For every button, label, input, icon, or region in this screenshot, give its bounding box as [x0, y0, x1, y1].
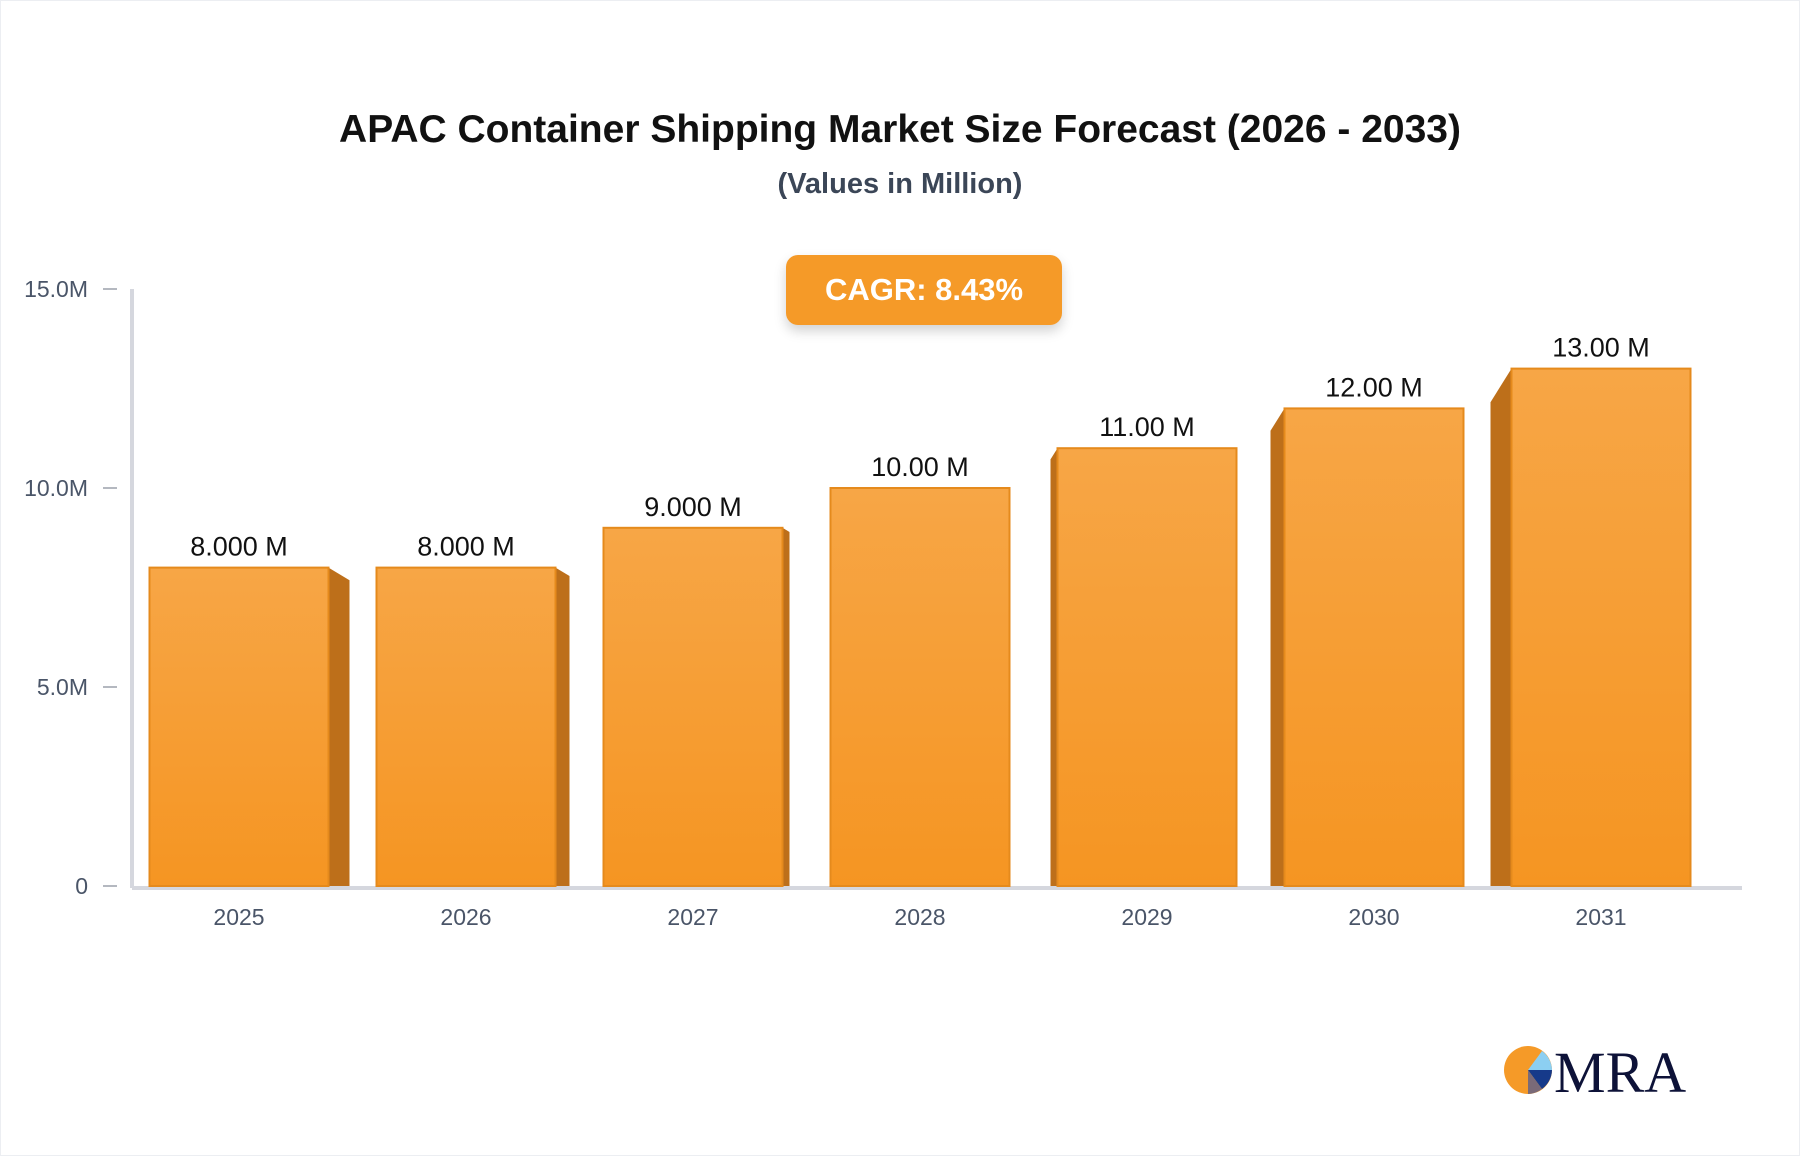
bar-side — [1270, 408, 1285, 886]
bar-side — [1050, 448, 1058, 886]
data-label: 13.00 M — [1552, 333, 1650, 363]
data-label: 8.000 M — [417, 532, 515, 562]
bar-2026 — [375, 566, 557, 887]
x-tick-label: 2028 — [894, 904, 945, 930]
bar-side — [1490, 368, 1512, 887]
x-tick-label: 2029 — [1121, 904, 1172, 930]
x-tick-label: 2027 — [667, 904, 718, 930]
data-label: 11.00 M — [1099, 412, 1195, 442]
x-tick-label: 2025 — [213, 904, 264, 930]
y-tick-label: 5.0M — [37, 674, 88, 700]
mra-logo: MRA — [1504, 1040, 1704, 1100]
bar-side — [328, 567, 350, 886]
bar-2031 — [1510, 367, 1692, 888]
x-tick-label: 2026 — [440, 904, 491, 930]
bar-2030 — [1283, 407, 1465, 887]
x-tick-label: 2031 — [1575, 904, 1626, 930]
bar-2025 — [148, 566, 330, 887]
y-tick-label: 10.0M — [24, 475, 88, 501]
chart-title: APAC Container Shipping Market Size Fore… — [339, 108, 1461, 151]
data-label: 8.000 M — [190, 532, 288, 562]
y-tick-label: 15.0M — [24, 276, 88, 302]
cagr-badge: CAGR: 8.43% — [786, 255, 1062, 325]
y-tick-label: 0 — [75, 873, 88, 899]
bar-2029 — [1056, 447, 1238, 887]
bar-side — [782, 527, 790, 886]
x-tick-label: 2030 — [1348, 904, 1399, 930]
bar-2027 — [602, 526, 784, 887]
data-label: 10.00 M — [871, 452, 969, 482]
chart-subtitle: (Values in Million) — [777, 168, 1023, 200]
svg-text:MRA: MRA — [1554, 1040, 1686, 1100]
bar-2028 — [829, 487, 1011, 887]
data-label: 12.00 M — [1325, 372, 1423, 402]
data-label: 9.000 M — [644, 492, 742, 522]
bar-side — [555, 567, 570, 886]
